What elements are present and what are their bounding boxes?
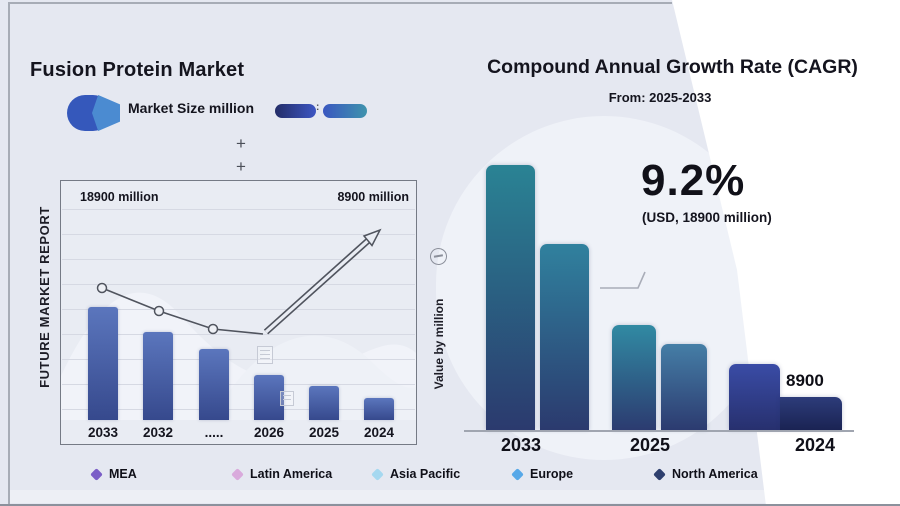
legend-swatch <box>511 468 524 481</box>
market-size-bar <box>309 386 339 420</box>
x-axis-label: 2026 <box>253 425 285 440</box>
market-size-bar <box>143 332 173 420</box>
legend-label: MEA <box>109 467 137 481</box>
gridline <box>62 309 415 310</box>
x-axis-label: 2024 <box>794 435 836 455</box>
legend-swatch <box>371 468 384 481</box>
background-bottom-band <box>9 490 900 503</box>
page-title: Fusion Protein Market <box>30 59 245 81</box>
gridline <box>62 259 415 260</box>
step-decoration <box>600 271 646 289</box>
gridline <box>62 284 415 285</box>
gridline <box>62 409 415 410</box>
frame-bottom-line <box>0 504 900 506</box>
future-market-report-watermark: FUTURE MARKET REPORT <box>37 206 52 388</box>
cagr-bar <box>729 364 780 430</box>
ratio-pill-dark <box>275 104 316 118</box>
cagr-subtitle: From: 2025-2033 <box>608 90 712 105</box>
frame-top-line <box>8 2 672 4</box>
market-size-label: Market Size million <box>128 100 255 116</box>
legend-swatch <box>90 468 103 481</box>
cagr-bar <box>780 397 842 430</box>
bar-value-label: 8900 <box>786 371 824 390</box>
cagr-bar <box>486 165 535 430</box>
market-size-bar <box>88 307 118 420</box>
trend-arrow <box>96 228 382 335</box>
value-axis-label: Value by million <box>432 298 446 390</box>
chart-top-left-value: 18900 million <box>80 190 159 204</box>
cagr-value: 9.2% <box>641 156 746 205</box>
document-icon <box>257 346 273 364</box>
cagr-axis-line <box>464 430 854 432</box>
legend-swatch <box>653 468 666 481</box>
document-icon <box>280 391 294 406</box>
x-axis-label: 2033 <box>87 425 119 440</box>
x-axis-label: ..... <box>204 425 224 440</box>
legend-swatch <box>231 468 244 481</box>
gridline <box>62 359 415 360</box>
x-axis-label: 2025 <box>629 435 671 455</box>
gridline <box>62 334 415 335</box>
legend-label: North America <box>672 467 758 481</box>
ratio-separator: : <box>316 102 320 113</box>
market-size-bar <box>364 398 394 420</box>
cagr-bar <box>661 344 707 430</box>
plus-icon: + <box>236 157 246 176</box>
gridline <box>62 384 415 385</box>
market-size-icon <box>67 95 120 131</box>
x-axis-label: 2032 <box>142 425 174 440</box>
chart-top-right-value: 8900 million <box>337 190 409 204</box>
frame-left-line <box>8 2 10 504</box>
legend-label: Asia Pacific <box>390 467 461 481</box>
market-size-chart: 18900 million 8900 million 2033 2032.....… <box>60 180 417 445</box>
ratio-pill-teal <box>323 104 367 118</box>
legend-label: Latin America <box>250 467 333 481</box>
gridline <box>62 234 415 235</box>
cagr-bar <box>540 244 589 430</box>
market-size-bar <box>254 375 284 420</box>
market-size-bar <box>199 349 229 420</box>
x-axis-label: 2024 <box>363 425 395 440</box>
legend-label: Europe <box>530 467 574 481</box>
cagr-bar <box>612 325 656 430</box>
x-axis-label: 2025 <box>308 425 340 440</box>
cagr-basis: (USD, 18900 million) <box>642 210 772 225</box>
cagr-title: Compound Annual Growth Rate (CAGR) <box>487 56 858 78</box>
plus-icon: + <box>236 134 246 153</box>
x-axis-label: 2033 <box>500 435 542 455</box>
gridline <box>62 209 415 210</box>
